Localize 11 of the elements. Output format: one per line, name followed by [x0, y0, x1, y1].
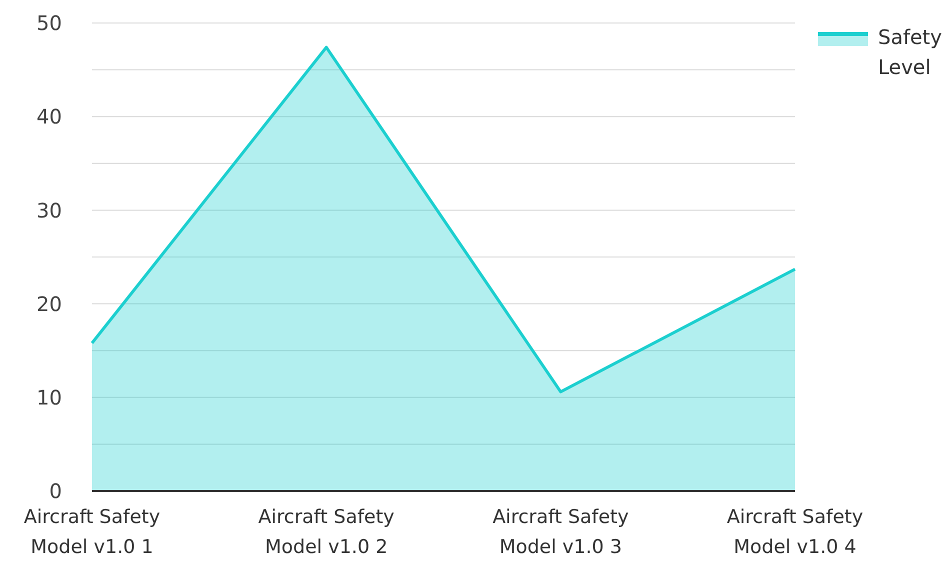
- y-tick-label: 20: [36, 292, 62, 316]
- y-tick-label: 30: [36, 198, 62, 222]
- x-tick-label: Aircraft Safety Model v1.0 3: [492, 506, 629, 558]
- x-tick-label: Aircraft Safety Model v1.0 4: [726, 506, 864, 558]
- y-tick-label: 50: [36, 11, 62, 36]
- x-tick-label: Aircraft Safety Model v1.0 1: [24, 506, 160, 558]
- y-tick-label: 0: [49, 479, 62, 504]
- legend-label: Safety Level: [878, 24, 943, 81]
- x-tick-label: Aircraft Safety Model v1.0 2: [258, 506, 394, 558]
- y-tick-label: 10: [36, 386, 62, 410]
- y-tick-label: 40: [36, 104, 62, 129]
